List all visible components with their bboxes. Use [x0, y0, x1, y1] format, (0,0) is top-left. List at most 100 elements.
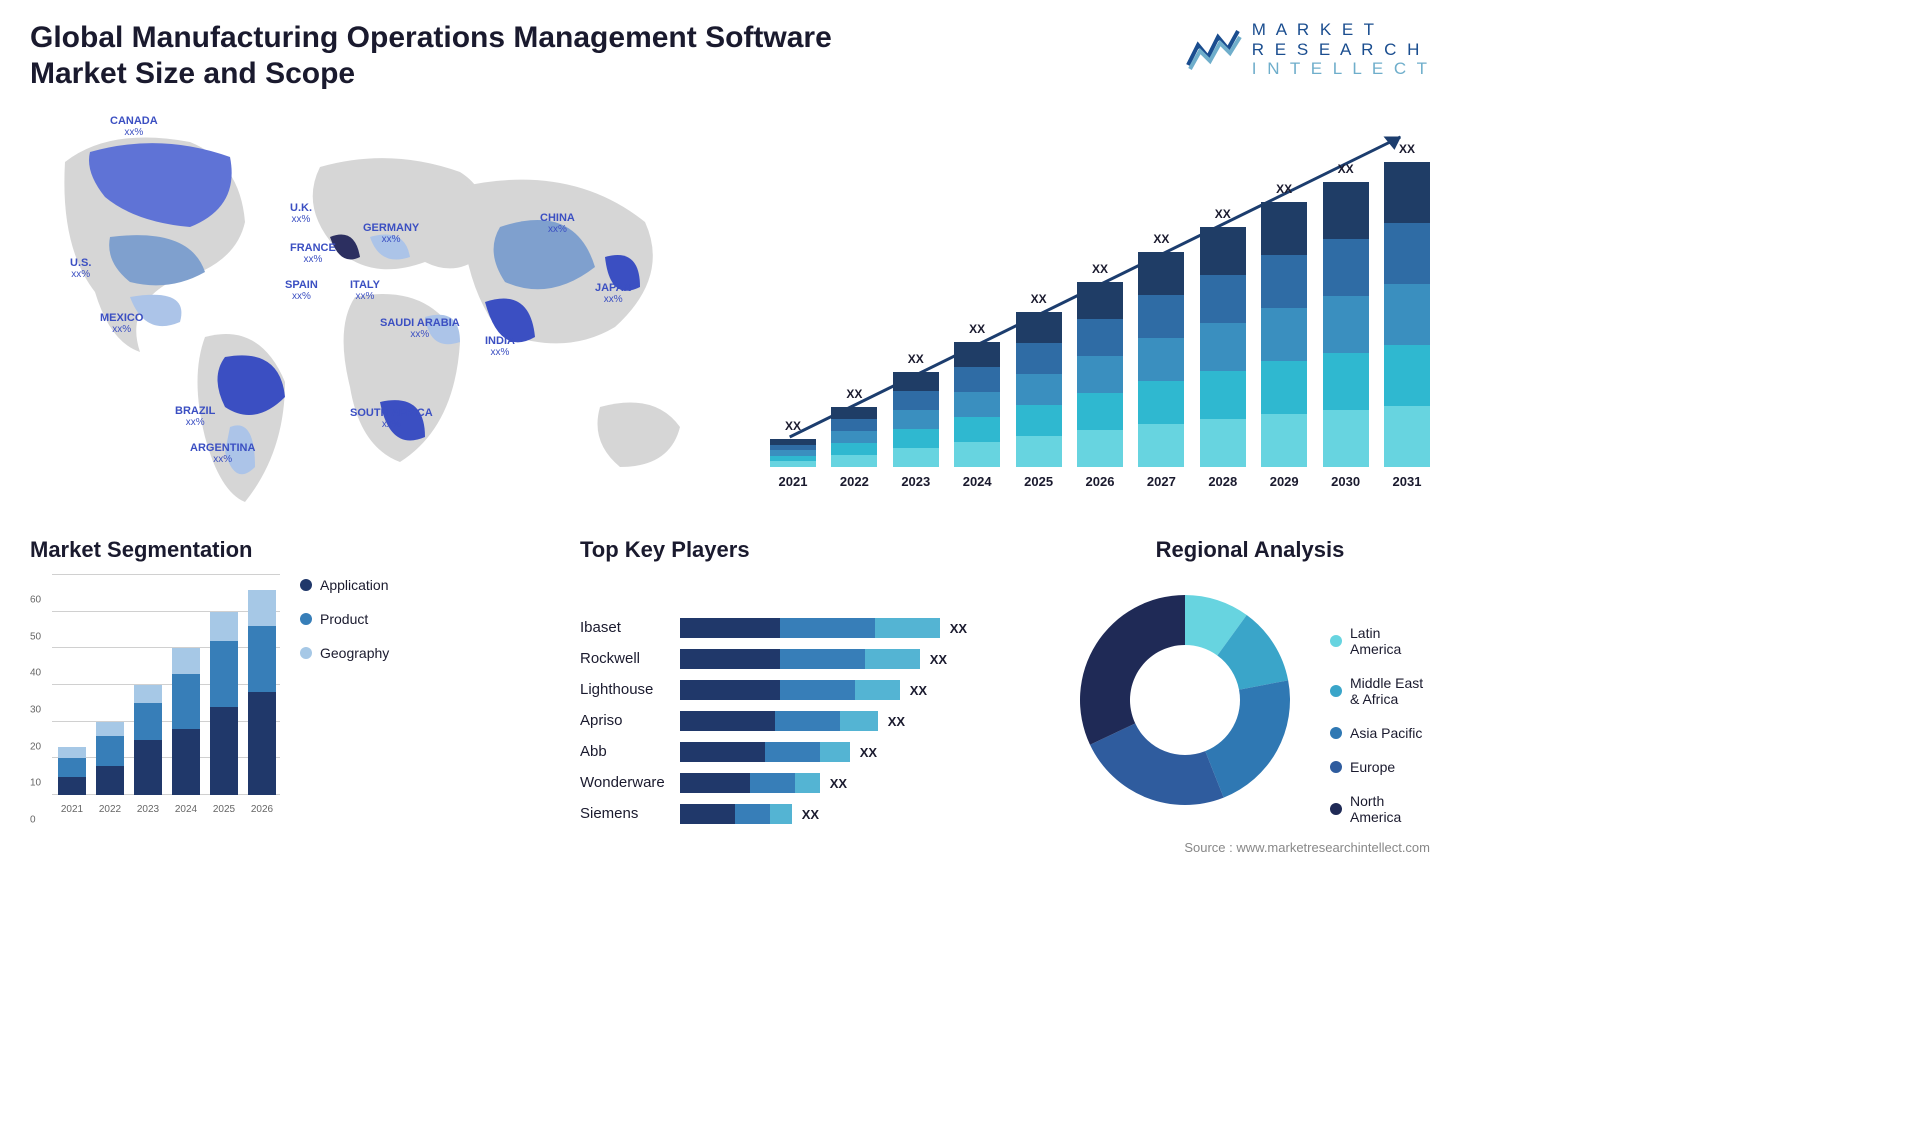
player-name: Rockwell: [580, 648, 665, 670]
seg-legend-item: Geography: [300, 645, 389, 661]
growth-year-label: 2025: [1016, 474, 1062, 489]
growth-value-label: XX: [1261, 182, 1307, 196]
segmentation-title: Market Segmentation: [30, 537, 280, 563]
growth-value-label: XX: [1200, 207, 1246, 221]
world-map-panel: CANADAxx%U.S.xx%MEXICOxx%BRAZILxx%ARGENT…: [30, 107, 710, 507]
region-legend-item: Asia Pacific: [1330, 725, 1430, 741]
seg-bar: [248, 590, 276, 795]
logo-line1: M A R K E T: [1252, 20, 1430, 40]
player-value: XX: [930, 652, 947, 667]
growth-value-label: XX: [1384, 142, 1430, 156]
growth-bar: [770, 439, 816, 467]
seg-year-label: 2023: [134, 804, 162, 815]
player-name: Wonderware: [580, 772, 665, 794]
growth-year-label: 2029: [1261, 474, 1307, 489]
brand-logo: M A R K E T R E S E A R C H I N T E L L …: [1184, 20, 1430, 79]
map-label: BRAZILxx%: [175, 405, 215, 428]
logo-line3: I N T E L L E C T: [1252, 59, 1430, 79]
growth-year-label: 2027: [1138, 474, 1184, 489]
region-legend-item: North America: [1330, 793, 1430, 825]
growth-year-label: 2028: [1200, 474, 1246, 489]
growth-value-label: XX: [1077, 262, 1123, 276]
map-label: U.K.xx%: [290, 202, 312, 225]
growth-year-label: 2023: [893, 474, 939, 489]
region-legend-item: Middle East & Africa: [1330, 675, 1430, 707]
player-value: XX: [888, 714, 905, 729]
player-row: XX: [680, 679, 1040, 701]
growth-value-label: XX: [770, 419, 816, 433]
growth-bar: [1261, 202, 1307, 467]
seg-legend-item: Application: [300, 577, 389, 593]
player-row: XX: [680, 617, 1040, 639]
region-legend-item: Latin America: [1330, 625, 1430, 657]
map-label: SOUTH AFRICAxx%: [350, 407, 433, 430]
seg-ytick: 50: [30, 631, 41, 642]
growth-bar: [1138, 252, 1184, 467]
seg-year-label: 2021: [58, 804, 86, 815]
player-value: XX: [910, 683, 927, 698]
map-label: GERMANYxx%: [363, 222, 419, 245]
seg-year-label: 2026: [248, 804, 276, 815]
logo-icon: [1184, 25, 1244, 73]
map-label: CANADAxx%: [110, 115, 158, 138]
player-value: XX: [830, 776, 847, 791]
players-title: Top Key Players: [580, 537, 1040, 563]
player-value: XX: [802, 807, 819, 822]
player-row: XX: [680, 803, 1040, 825]
growth-value-label: XX: [1138, 232, 1184, 246]
growth-bar: [1384, 162, 1430, 467]
growth-bar: [1016, 312, 1062, 467]
growth-value-label: XX: [831, 387, 877, 401]
growth-bar: [1200, 227, 1246, 467]
market-growth-chart: XX 2021 XX 2022 XX 2023 XX 2024 XX 2025 XX 2026 XX 20…: [740, 107, 1430, 507]
player-row: XX: [680, 772, 1040, 794]
growth-year-label: 2030: [1323, 474, 1369, 489]
player-name: Lighthouse: [580, 679, 665, 701]
seg-legend-item: Product: [300, 611, 389, 627]
growth-bar: [893, 372, 939, 467]
players-chart: XX XX XX XX XX XX XX: [680, 617, 1040, 825]
growth-year-label: 2024: [954, 474, 1000, 489]
player-value: XX: [950, 621, 967, 636]
player-value: XX: [860, 745, 877, 760]
player-name: Abb: [580, 741, 665, 763]
player-name: Apriso: [580, 710, 665, 732]
donut-slice: [1205, 680, 1290, 797]
growth-year-label: 2031: [1384, 474, 1430, 489]
player-name: Ibaset: [580, 617, 665, 639]
map-label: INDIAxx%: [485, 335, 515, 358]
donut-slice: [1080, 595, 1185, 745]
page-title: Global Manufacturing Operations Manageme…: [30, 20, 880, 92]
map-label: SAUDI ARABIAxx%: [380, 317, 460, 340]
region-legend-item: Europe: [1330, 759, 1430, 775]
seg-year-label: 2022: [96, 804, 124, 815]
seg-year-label: 2025: [210, 804, 238, 815]
growth-value-label: XX: [893, 352, 939, 366]
growth-bar: [1323, 182, 1369, 467]
logo-line2: R E S E A R C H: [1252, 40, 1430, 60]
growth-bar: [1077, 282, 1123, 467]
growth-bar: [831, 407, 877, 467]
map-label: JAPANxx%: [595, 282, 631, 305]
map-label: CHINAxx%: [540, 212, 575, 235]
growth-year-label: 2022: [831, 474, 877, 489]
player-row: XX: [680, 741, 1040, 763]
segmentation-chart: 0102030405060202120222023202420252026: [30, 575, 280, 815]
regions-title: Regional Analysis: [1070, 537, 1430, 563]
growth-value-label: XX: [1323, 162, 1369, 176]
growth-year-label: 2026: [1077, 474, 1123, 489]
map-label: ITALYxx%: [350, 279, 380, 302]
seg-bar: [134, 685, 162, 795]
seg-ytick: 40: [30, 668, 41, 679]
seg-bar: [172, 648, 200, 795]
growth-year-label: 2021: [770, 474, 816, 489]
map-label: MEXICOxx%: [100, 312, 143, 335]
map-label: FRANCExx%: [290, 242, 336, 265]
map-label: SPAINxx%: [285, 279, 318, 302]
growth-value-label: XX: [954, 322, 1000, 336]
donut-slice: [1090, 723, 1224, 805]
seg-bar: [58, 747, 86, 795]
map-label: ARGENTINAxx%: [190, 442, 255, 465]
world-map-icon: [30, 107, 710, 507]
seg-ytick: 0: [30, 815, 36, 826]
